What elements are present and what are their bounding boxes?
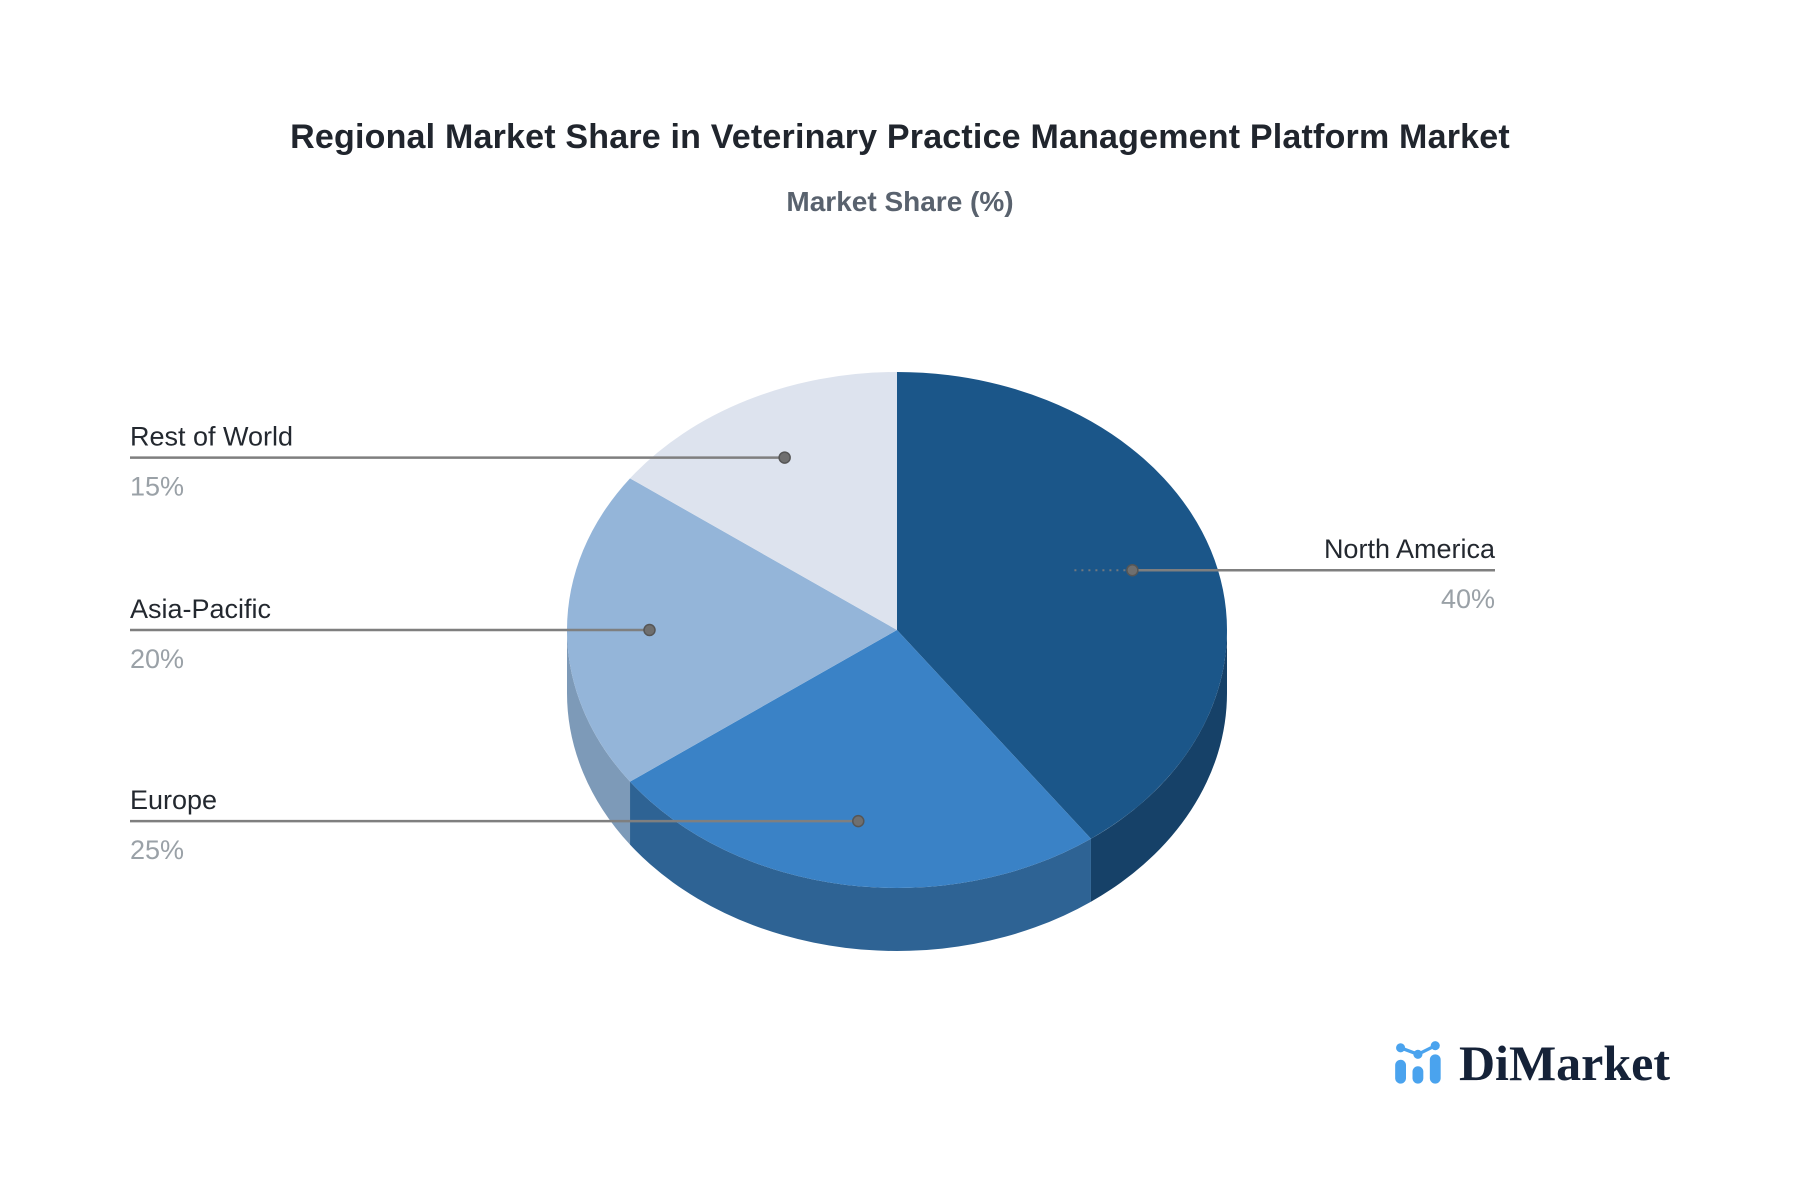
leader-dot — [778, 451, 791, 464]
chart-title: Regional Market Share in Veterinary Prac… — [290, 118, 1510, 156]
bar-line-chart-icon — [1395, 1041, 1441, 1084]
pie-slice-north-america[interactable] — [897, 372, 1227, 839]
slice-label: Rest of World — [130, 422, 293, 452]
pie-slice-side-asia-pacific — [567, 630, 631, 845]
slice-percentage: 15% — [130, 472, 184, 502]
brand-name: DiMarket — [1458, 1035, 1670, 1091]
leader-dot — [852, 814, 865, 828]
slice-percentage: 25% — [130, 835, 184, 865]
slice-label: North America — [1324, 534, 1496, 564]
pie-slice-side-north-america — [1090, 630, 1227, 902]
chart-subtitle: Market Share (%) — [786, 186, 1014, 217]
slice-percentage: 40% — [1441, 584, 1495, 614]
pie-slice-rest-of-world[interactable] — [630, 372, 897, 630]
pie-slice-asia-pacific[interactable] — [567, 478, 897, 782]
pie-slice-side-europe — [630, 781, 1091, 951]
pie-slice-europe[interactable] — [630, 630, 1091, 888]
slice-percentage: 20% — [130, 644, 184, 674]
slice-label: Asia-Pacific — [130, 594, 271, 624]
dimarket-logo: DiMarket — [1393, 1038, 1670, 1088]
leader-dot — [643, 623, 656, 637]
leader-dot — [1126, 563, 1139, 577]
slice-label: Europe — [130, 785, 217, 815]
